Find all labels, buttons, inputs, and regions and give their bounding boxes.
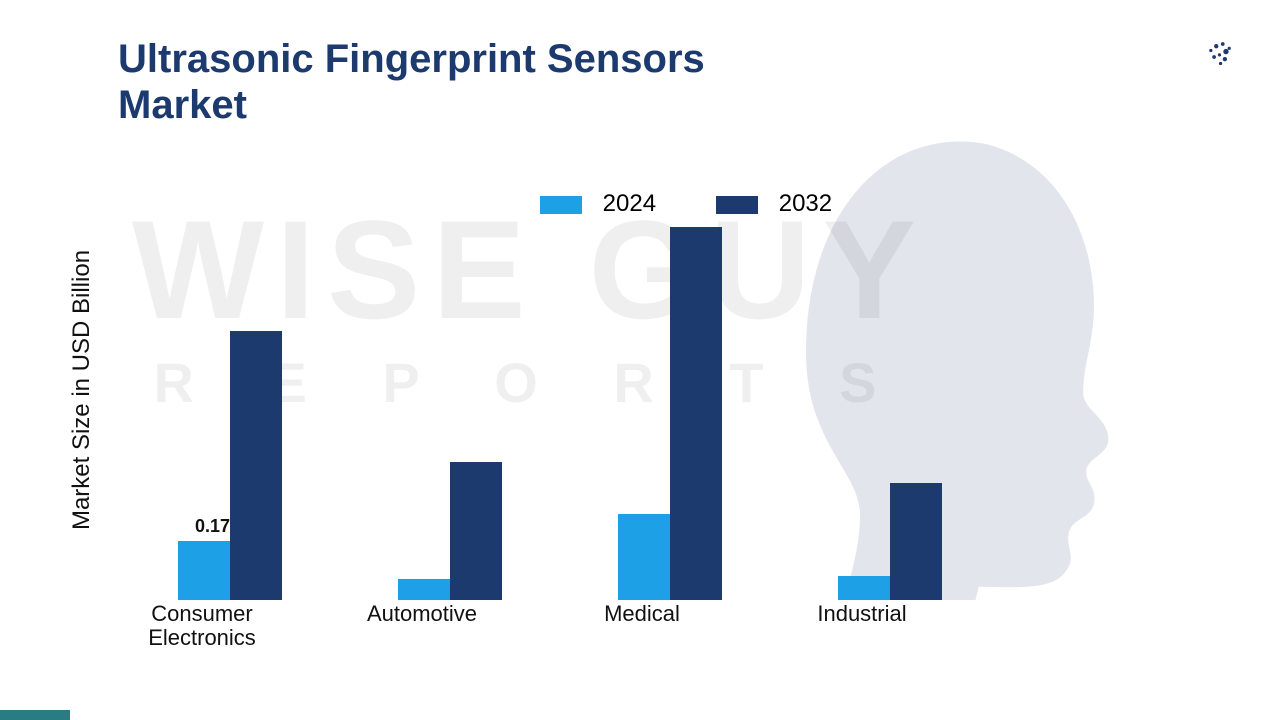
bar-2024 bbox=[618, 514, 670, 600]
bar-wrap bbox=[450, 462, 502, 600]
title-wrap: Ultrasonic Fingerprint Sensors Market bbox=[118, 36, 738, 128]
bar-value-label: 0.17 bbox=[178, 516, 230, 541]
bar-2032 bbox=[670, 227, 722, 600]
legend: 2024 2032 bbox=[540, 190, 832, 218]
bar-group bbox=[590, 227, 750, 600]
brand-head-icon bbox=[1186, 30, 1240, 89]
bar-wrap bbox=[230, 331, 282, 600]
y-axis-label: Market Size in USD Billion bbox=[68, 180, 96, 600]
chart-title: Ultrasonic Fingerprint Sensors Market bbox=[118, 36, 738, 128]
bar-2032 bbox=[890, 483, 942, 600]
x-axis-label: Consumer Electronics bbox=[122, 602, 282, 650]
bar-2024 bbox=[838, 576, 890, 600]
legend-label-2024: 2024 bbox=[603, 190, 656, 217]
x-axis-labels: Consumer Electronics Automotive Medical Ind… bbox=[110, 602, 980, 652]
bar-2032 bbox=[230, 331, 282, 600]
bar-wrap bbox=[890, 483, 942, 600]
bar-2024 bbox=[398, 579, 450, 600]
bar-chart: 0.17 Consumer Electronics Automotive Medic… bbox=[110, 220, 980, 660]
x-axis-label: Industrial bbox=[782, 602, 942, 626]
x-axis-label: Automotive bbox=[342, 602, 502, 626]
legend-item-2024: 2024 bbox=[540, 190, 656, 218]
bar-wrap bbox=[670, 227, 722, 600]
bar-2024 bbox=[178, 541, 230, 600]
legend-label-2032: 2032 bbox=[779, 190, 832, 217]
bar-group bbox=[810, 483, 970, 600]
bar-wrap bbox=[618, 514, 670, 600]
chart-canvas: WISE GUY R E P O R T S WISE GUY R E P O … bbox=[0, 0, 1280, 720]
accent-strip bbox=[0, 710, 70, 720]
brand-logo: WISE GUY R E P O R T S bbox=[992, 30, 1240, 105]
brand-line2: R E P O R T S bbox=[992, 89, 1240, 105]
bar-group bbox=[370, 462, 530, 600]
bar-wrap bbox=[398, 579, 450, 600]
bar-wrap bbox=[838, 576, 890, 600]
plot-area: 0.17 bbox=[110, 220, 980, 600]
legend-swatch-2032 bbox=[716, 196, 758, 214]
legend-swatch-2024 bbox=[540, 196, 582, 214]
x-axis-label: Medical bbox=[562, 602, 722, 626]
brand-line1: WISE GUY bbox=[992, 35, 1173, 72]
bar-wrap: 0.17 bbox=[178, 541, 230, 600]
bar-group: 0.17 bbox=[150, 331, 310, 600]
legend-item-2032: 2032 bbox=[716, 190, 832, 218]
bar-2032 bbox=[450, 462, 502, 600]
